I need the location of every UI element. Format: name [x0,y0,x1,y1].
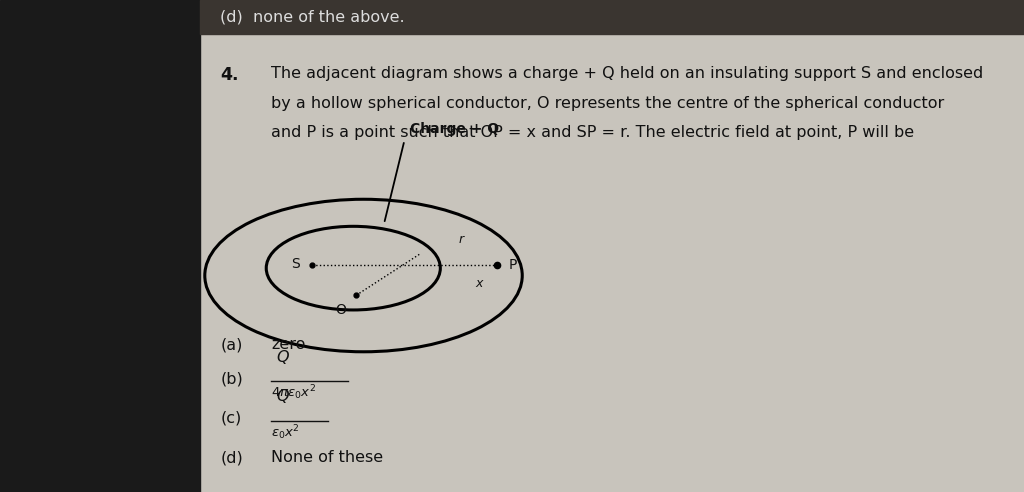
Text: zero: zero [271,337,306,352]
Bar [0,0,200,492]
Text: 4.: 4. [220,66,239,85]
Text: Q: Q [276,350,289,365]
Text: None of these: None of these [271,450,383,465]
Text: $\epsilon_0 x^2$: $\epsilon_0 x^2$ [271,423,300,442]
Text: x: x [475,277,483,290]
Text: by a hollow spherical conductor, O represents the centre of the spherical conduc: by a hollow spherical conductor, O repre… [271,96,944,111]
Text: Charge + Q: Charge + Q [410,123,499,136]
Text: and P is a point such that OP = x and SP = r. The electric field at point, P wil: and P is a point such that OP = x and SP… [271,125,914,140]
Text: r: r [458,233,464,246]
Text: The adjacent diagram shows a charge + Q held on an insulating support S and encl: The adjacent diagram shows a charge + Q … [271,66,984,81]
Text: Q: Q [276,390,289,404]
Text: $4\pi\epsilon_0 x^2$: $4\pi\epsilon_0 x^2$ [271,384,316,402]
Text: S: S [291,257,300,271]
Text: (a): (a) [220,337,243,352]
Text: (d)  none of the above.: (d) none of the above. [220,10,404,25]
Text: O: O [335,303,346,316]
Text: (d): (d) [220,450,243,465]
Text: (b): (b) [220,371,243,386]
Bar [200,0,1024,34]
Text: P: P [509,258,517,272]
Text: (c): (c) [220,411,242,426]
